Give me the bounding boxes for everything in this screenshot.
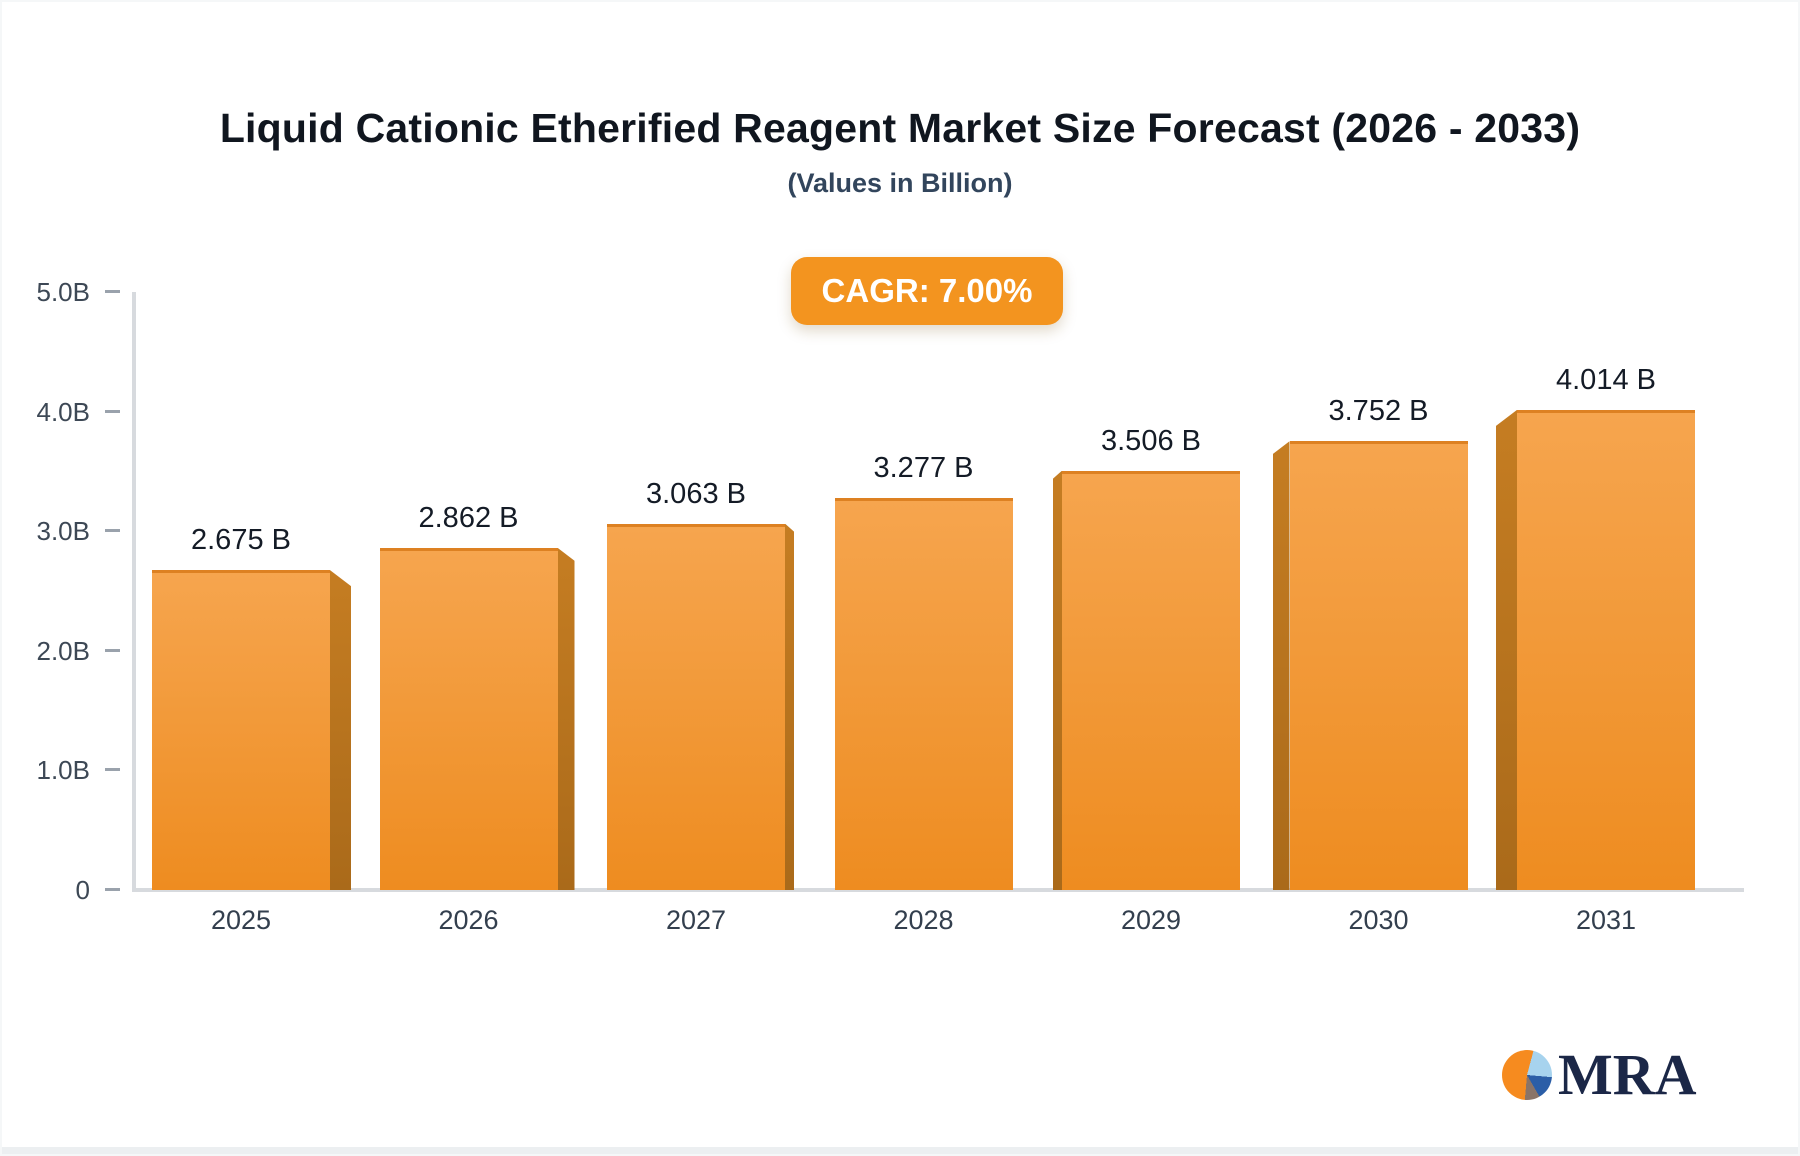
bar-2031 [1517,409,1695,890]
bar-2026 [379,547,558,890]
y-axis-tick [105,409,120,413]
card-bottom-edge [2,1147,1798,1154]
x-tick-label-2026: 2026 [438,905,499,935]
y-tick-label: 4.0B [36,396,91,427]
bar-side-2025 [330,570,351,890]
page-subtitle: (Values in Billion) [787,168,1013,198]
bar-value-label-2029: 3.506 B [1101,424,1201,457]
bar-2028 [834,498,1013,890]
bar-side-2030 [1272,441,1290,890]
y-axis-tick [105,768,120,772]
y-tick-label: 0 [75,875,90,905]
cagr-badge: CAGR: 7.00% [791,257,1063,325]
bar-2030 [1289,441,1468,890]
logo-text: MRA [1558,1042,1697,1107]
y-tick-label: 1.0B [36,755,91,786]
x-tick-label-2027: 2027 [665,905,727,935]
bar-value-label-2025: 2.675 B [191,524,291,557]
x-axis-line [132,888,1744,892]
x-tick-label-2029: 2029 [1120,905,1182,935]
bar-value-label-2026: 2.862 B [418,501,519,534]
bar-value-label-2028: 3.277 B [873,452,974,485]
page-title: Liquid Cationic Etherified Reagent Marke… [219,105,1581,151]
bar-2027 [607,523,785,890]
y-axis-tick [105,529,120,533]
x-tick-label-2031: 2031 [1575,905,1637,935]
y-axis-tick [105,648,120,652]
y-axis-tick [105,888,120,891]
x-tick-label-2030: 2030 [1348,905,1409,935]
bar-value-label-2031: 4.014 B [1556,363,1656,396]
bar-2029 [1062,470,1240,890]
y-tick-label: 5.0B [36,277,91,307]
bar-value-label-2027: 3.063 B [646,477,746,510]
bar-side-2027 [785,523,794,890]
x-tick-label-2028: 2028 [893,905,954,935]
logo-pie-icon [1502,1050,1552,1100]
bar-side-2029 [1053,470,1062,890]
y-tick-label: 2.0B [36,635,91,666]
bar-2025 [152,570,330,890]
x-tick-label-2025: 2025 [210,905,272,935]
y-axis-line [132,292,136,890]
bar-side-2031 [1496,409,1517,890]
cagr-badge-label: CAGR: 7.00% [821,272,1033,309]
bar-side-2026 [557,547,575,890]
y-tick-label: 3.0B [36,516,91,547]
y-axis-tick [105,290,120,293]
brand-logo: MRA [1502,1040,1762,1110]
bar-value-label-2030: 3.752 B [1328,395,1429,428]
